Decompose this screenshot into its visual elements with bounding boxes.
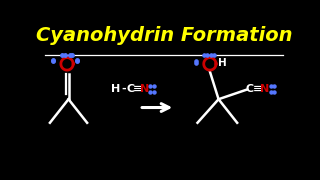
Text: H: H (111, 84, 120, 94)
Text: H: H (219, 58, 227, 68)
Text: C: C (126, 84, 135, 94)
Text: Cyanohydrin Formation: Cyanohydrin Formation (36, 26, 292, 45)
Text: ≡: ≡ (133, 84, 142, 94)
Text: N: N (140, 84, 149, 94)
Text: -: - (121, 84, 126, 94)
Text: C: C (245, 84, 254, 94)
Text: N: N (260, 84, 269, 94)
Text: ≡: ≡ (253, 84, 262, 94)
